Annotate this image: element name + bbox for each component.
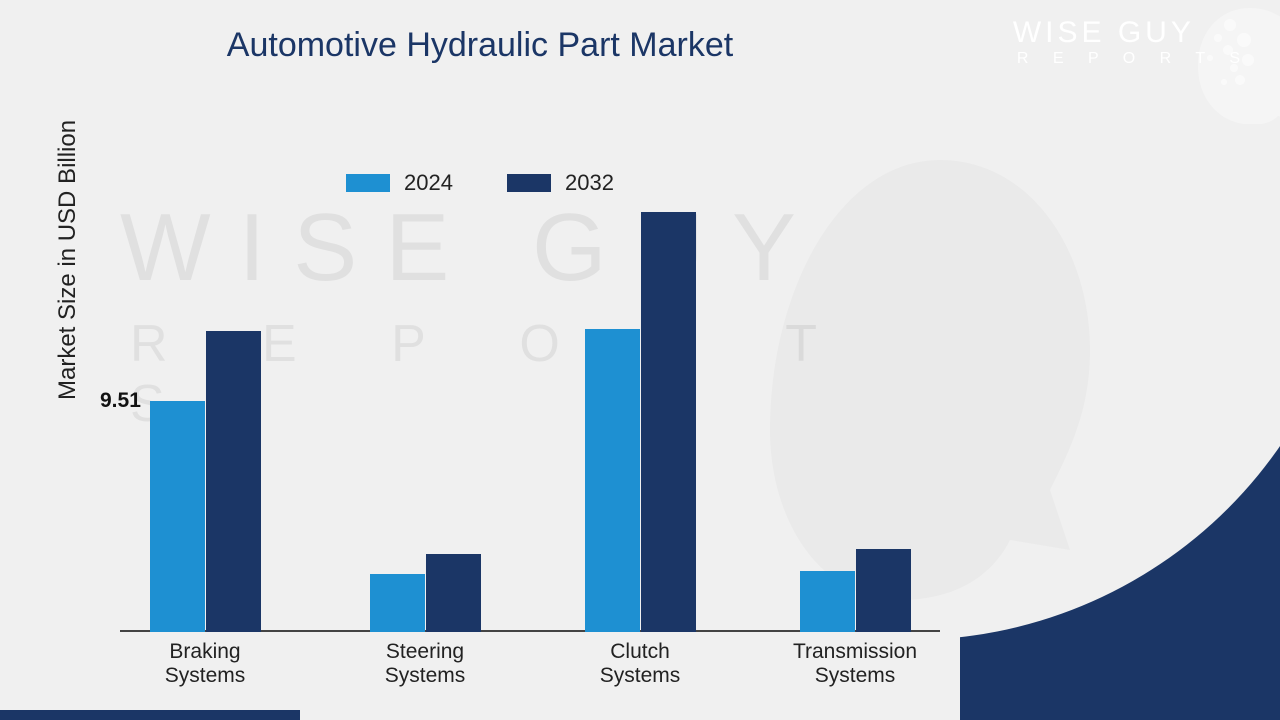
report-frame: WISE GUY R E P O R T S Automotive Hydrau… <box>0 0 1280 720</box>
brand-logo: WISE GUY R E P O R T S <box>1013 18 1250 68</box>
value-label-braking-2024: 9.51 <box>100 389 141 413</box>
bar-transmission-2032 <box>856 549 911 632</box>
brand-line2: R E P O R T S <box>1013 50 1250 68</box>
legend-swatch-2024 <box>346 174 390 192</box>
legend: 2024 2032 <box>0 170 960 196</box>
legend-label-2032: 2032 <box>565 170 614 196</box>
bar-clutch-2024 <box>585 329 640 632</box>
bar-braking-2024 <box>150 401 205 632</box>
bar-clutch-2032 <box>641 212 696 632</box>
category-label-clutch: ClutchSystems <box>560 640 720 688</box>
legend-label-2024: 2024 <box>404 170 453 196</box>
bar-steering-2024 <box>370 574 425 632</box>
bar-transmission-2024 <box>800 571 855 632</box>
bar-steering-2032 <box>426 554 481 632</box>
chart-title: Automotive Hydraulic Part Market <box>0 26 960 65</box>
legend-swatch-2032 <box>507 174 551 192</box>
legend-item-2032: 2032 <box>507 170 614 196</box>
bar-braking-2032 <box>206 331 261 632</box>
bottom-accent-strip <box>0 710 300 720</box>
category-label-braking: BrakingSystems <box>125 640 285 688</box>
legend-item-2024: 2024 <box>346 170 453 196</box>
category-label-transmission: TransmissionSystems <box>775 640 935 688</box>
brand-line1: WISE GUY <box>1013 18 1250 48</box>
plot-area: 9.51 BrakingSystems SteeringSystems Clut… <box>120 212 940 632</box>
y-axis-label: Market Size in USD Billion <box>54 120 82 400</box>
category-label-steering: SteeringSystems <box>345 640 505 688</box>
